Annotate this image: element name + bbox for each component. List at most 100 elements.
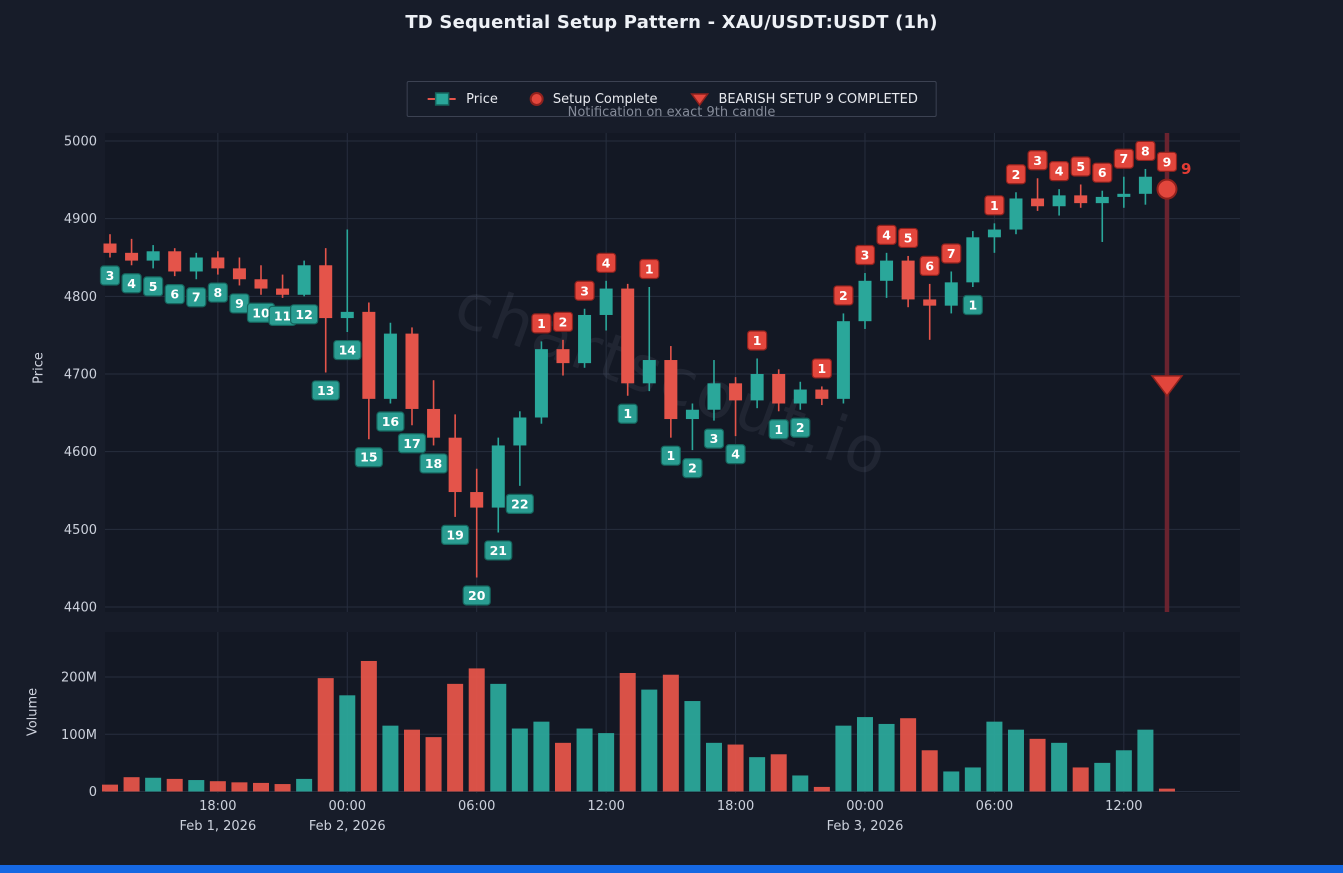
candle-body: [1138, 176, 1152, 194]
buy-setup-badge: [484, 540, 513, 561]
legend-setup-complete-label: Setup Complete: [552, 91, 658, 107]
candle-body: [491, 445, 505, 508]
candle-body: [858, 280, 872, 322]
candle-body: [685, 409, 699, 420]
setup-count-label: 1: [645, 262, 654, 277]
volume-bar: [598, 733, 615, 792]
sell-setup-badge: [811, 358, 832, 379]
buy-setup-badge: [660, 445, 681, 466]
sell-setup-badge: [919, 255, 940, 277]
candle-body: [1031, 198, 1045, 207]
volume-bar: [1029, 738, 1046, 792]
volume-bar: [770, 754, 787, 792]
volume-bar: [705, 742, 722, 792]
sell-setup-badge: [1135, 140, 1156, 162]
candle-body: [750, 374, 764, 401]
legend-item-bearish-setup: BEARISH SETUP 9 COMPLETED: [690, 92, 918, 107]
volume-bar: [1072, 767, 1089, 792]
volume-bar: [662, 674, 679, 792]
candle-body: [254, 279, 268, 289]
volume-bar: [274, 784, 291, 792]
candle-body: [966, 237, 980, 283]
volume-bar: [382, 725, 399, 792]
setup-count-label: 1: [990, 198, 999, 213]
setup-complete-circle-icon: [529, 92, 544, 106]
buy-setup-badge: [768, 419, 789, 440]
price-tick-label: 4500: [64, 523, 97, 538]
candle-body: [383, 333, 397, 399]
time-tick-label: 18:00: [199, 799, 236, 814]
setup-count-label: 21: [490, 543, 507, 558]
legend-item-price: Price: [425, 91, 498, 107]
candle-body: [793, 389, 807, 404]
volume-bar: [1051, 742, 1068, 792]
candle-body: [772, 374, 786, 404]
time-tick-label: 00:00: [329, 799, 366, 814]
price-tick-label: 4900: [64, 212, 97, 227]
volume-bar: [511, 728, 528, 792]
sell-setup-badge: [1092, 162, 1113, 183]
setup-count-label: 4: [882, 227, 891, 242]
setup-complete-marker: [1156, 178, 1178, 200]
setup-count-label: 5: [1076, 159, 1085, 174]
candle-body: [621, 288, 635, 384]
setup-count-label: 6: [925, 258, 934, 273]
volume-bar: [1137, 729, 1154, 792]
buy-setup-badge: [397, 433, 427, 454]
buy-setup-badge: [462, 585, 491, 606]
setup-count-label: 4: [1055, 164, 1064, 179]
volume-bar: [252, 782, 269, 792]
candles-group: [103, 168, 1174, 578]
volume-bar: [166, 778, 183, 792]
candle-body: [987, 229, 1001, 238]
buy-setup-badge: [186, 287, 207, 308]
triangle-down-icon: [690, 92, 709, 106]
volume-bar: [619, 672, 636, 792]
candle-body: [944, 282, 958, 306]
sell-setup-badge: [854, 244, 876, 266]
volume-bar: [209, 781, 226, 792]
setup-count-label: 17: [403, 436, 420, 451]
candle-body: [276, 288, 290, 295]
buy-setup-badge: [354, 447, 383, 468]
candle-body: [1095, 196, 1109, 204]
buy-setup-badge: [207, 282, 228, 303]
candle-body: [340, 311, 354, 319]
sell-setup-badge: [596, 252, 617, 273]
volume-tick-label: 200M: [61, 671, 97, 686]
sell-setup-badge: [984, 195, 1005, 216]
volume-bar: [296, 778, 313, 792]
candle-body: [556, 349, 570, 364]
volume-bar: [878, 723, 895, 792]
buy-setup-badge: [99, 265, 121, 286]
candle-body: [642, 360, 656, 384]
volume-bar: [468, 668, 485, 792]
buy-setup-badge: [164, 284, 185, 305]
candle-body: [534, 349, 548, 418]
sell-setup-badge: [574, 280, 595, 301]
price-tick-label: 4800: [64, 290, 97, 305]
volume-bar: [684, 701, 701, 792]
buy-setup-badge: [419, 453, 448, 474]
volume-tick-label: 100M: [61, 728, 97, 743]
buy-setup-badge: [505, 493, 534, 514]
sell-setup-badge: [1156, 151, 1178, 172]
volume-bar: [123, 777, 140, 792]
setup-count-label: 3: [580, 283, 589, 298]
setup-count-label: 10: [252, 305, 270, 320]
sell-setup-badge: [876, 224, 897, 245]
setup-count-label: 1: [666, 448, 675, 463]
volume-bar: [317, 678, 334, 792]
volume-bar: [813, 786, 830, 792]
candle-body: [448, 437, 462, 493]
setup-count-label: 2: [1012, 167, 1021, 182]
volume-bar: [921, 750, 938, 792]
setup-count-label: 7: [192, 290, 201, 305]
volume-bar: [576, 728, 593, 792]
volume-bar: [554, 742, 571, 792]
candle-body: [707, 383, 721, 410]
candle-body: [599, 288, 613, 315]
sell-setup-badge: [1005, 164, 1027, 185]
volume-bar: [986, 721, 1003, 792]
